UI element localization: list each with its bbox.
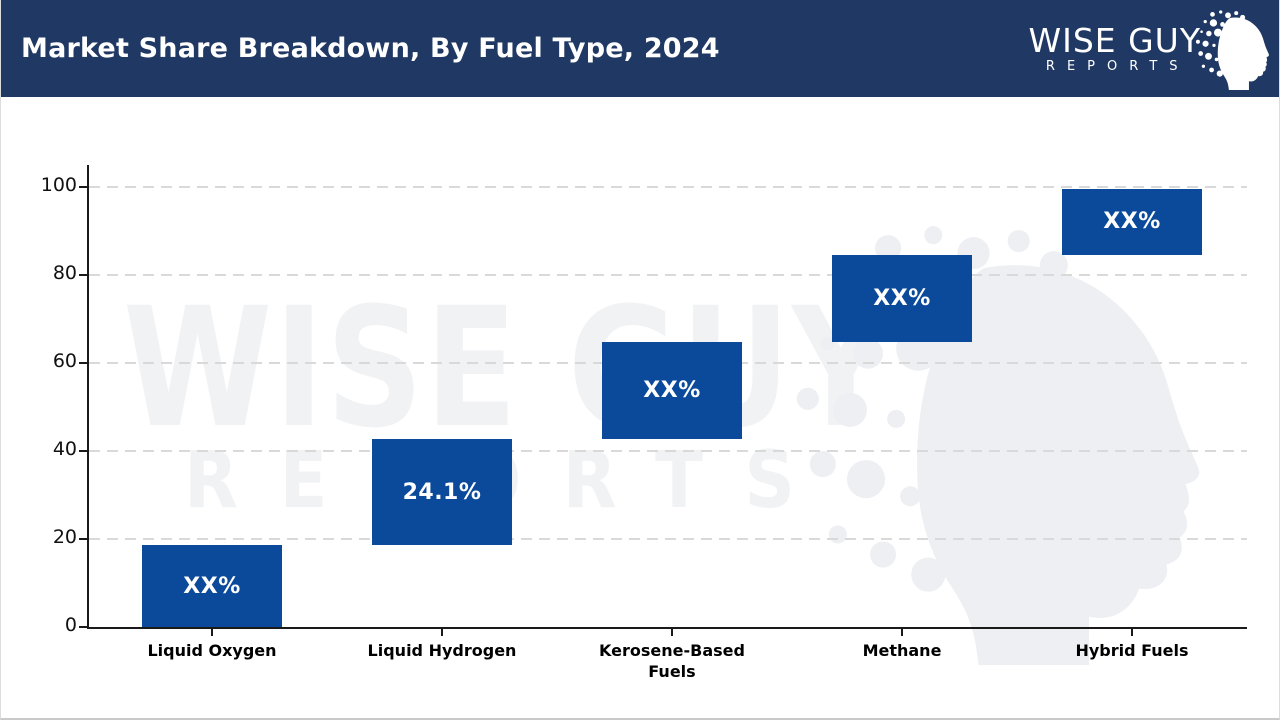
y-tick-label: 20 — [52, 526, 77, 548]
bar-value-label: XX% — [873, 286, 931, 312]
y-tick-mark — [79, 538, 87, 540]
bar-value-label: XX% — [643, 377, 701, 403]
bar: XX% — [1062, 188, 1202, 256]
page-title: Market Share Breakdown, By Fuel Type, 20… — [21, 33, 720, 64]
y-tick-label: 100 — [40, 174, 77, 196]
logo-wiseguy-label: WISE GUY — [1028, 20, 1201, 60]
watermark-wiseguy-text: WISE GUY — [123, 272, 892, 464]
bar-value-label: XX% — [1103, 209, 1161, 235]
bar: XX% — [142, 545, 282, 627]
logo-reports-label: REPORTS — [1045, 58, 1190, 74]
gridline — [89, 538, 1247, 540]
y-axis-line — [87, 165, 89, 629]
gridline — [89, 450, 1247, 452]
bar-value-label: 24.1% — [402, 479, 482, 505]
gridline — [89, 186, 1247, 188]
y-tick-mark — [79, 362, 87, 364]
bar: 24.1% — [372, 439, 512, 546]
x-tick-mark — [901, 629, 903, 636]
x-tick-mark — [1131, 629, 1133, 636]
x-tick-mark — [671, 629, 673, 636]
y-tick-label: 0 — [64, 614, 77, 636]
header-bar: Market Share Breakdown, By Fuel Type, 20… — [1, 0, 1279, 97]
x-category-label: Liquid Oxygen — [147, 641, 277, 660]
x-category-label: Hybrid Fuels — [1075, 641, 1189, 660]
logo-head-icon — [1195, 9, 1269, 90]
y-tick-mark — [79, 186, 87, 188]
x-axis-line — [87, 627, 1247, 629]
x-category-label: Liquid Hydrogen — [367, 641, 517, 660]
x-tick-mark — [211, 629, 213, 636]
gridline — [89, 274, 1247, 276]
y-tick-label: 80 — [52, 262, 77, 284]
x-category-label: Methane — [862, 641, 942, 660]
wise-guy-reports-logo: WISE GUY REPORTS — [1028, 0, 1271, 97]
y-tick-label: 60 — [52, 350, 77, 372]
logo-text: WISE GUY REPORTS — [1028, 20, 1201, 75]
bar: XX% — [832, 255, 972, 342]
y-tick-mark — [79, 274, 87, 276]
bar: XX% — [602, 341, 742, 440]
bar-value-label: XX% — [183, 573, 241, 599]
y-tick-mark — [79, 626, 87, 628]
y-tick-mark — [79, 450, 87, 452]
x-category-label: Kerosene-Based Fuels — [599, 641, 745, 681]
x-tick-mark — [441, 629, 443, 636]
y-tick-label: 40 — [52, 438, 77, 460]
